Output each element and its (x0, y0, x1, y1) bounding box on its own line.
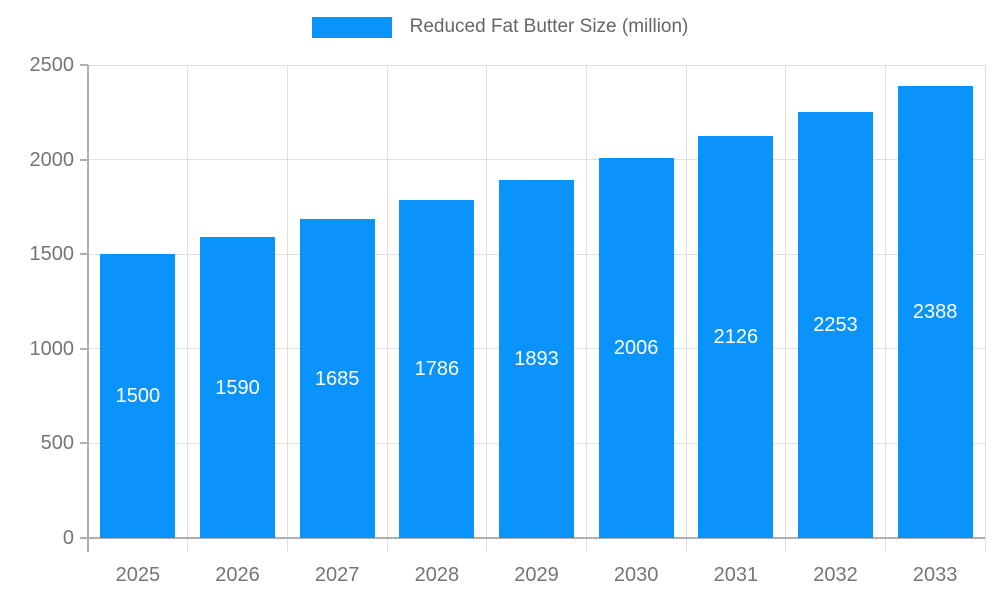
x-axis-line (88, 537, 985, 539)
y-axis-tick (80, 253, 88, 256)
bar[interactable] (200, 237, 275, 538)
y-tick-label: 2500 (29, 54, 75, 76)
y-axis-tick (80, 347, 88, 350)
x-tick-label: 2028 (414, 564, 460, 586)
bar-value-label: 1685 (314, 367, 360, 390)
gridline-vertical (187, 65, 189, 552)
x-tick-label: 2027 (314, 564, 360, 586)
bar-value-label: 2253 (813, 313, 858, 336)
y-tick-label: 1000 (29, 337, 75, 360)
gridline-vertical (984, 65, 986, 552)
gridline-vertical (585, 65, 587, 552)
gridline-vertical (286, 65, 288, 552)
gridline-vertical (884, 65, 886, 552)
bar-value-label: 2388 (912, 301, 958, 324)
bar-value-label: 1590 (215, 376, 260, 399)
y-tick-label: 500 (40, 432, 74, 455)
gridline-horizontal (88, 64, 985, 66)
bar[interactable] (299, 219, 375, 538)
bar[interactable] (798, 111, 873, 538)
bar[interactable] (499, 179, 574, 538)
bar-value-label: 1786 (414, 358, 460, 381)
gridline-vertical (685, 65, 687, 552)
x-tick-label: 2030 (613, 564, 659, 586)
y-tick-label: 1500 (29, 243, 75, 266)
bar-value-label: 1893 (514, 347, 559, 370)
y-tick-label: 0 (62, 527, 74, 549)
y-tick-label: 2000 (29, 148, 75, 171)
gridline-horizontal (88, 159, 985, 161)
y-axis-tick (80, 64, 88, 66)
x-tick-label: 2033 (912, 564, 958, 586)
gridline-vertical (486, 65, 488, 552)
bar[interactable] (598, 158, 674, 538)
y-axis-line (87, 65, 89, 552)
gridline-vertical (785, 65, 787, 552)
bar[interactable] (100, 254, 176, 538)
legend-swatch-icon (311, 16, 392, 38)
legend-label: Reduced Fat Butter Size (million) (409, 16, 689, 37)
y-axis-tick (80, 537, 88, 539)
gridline-vertical (386, 65, 388, 552)
bar-value-label: 1500 (115, 385, 161, 408)
bar-value-label: 2126 (713, 325, 759, 348)
bar[interactable] (399, 200, 475, 538)
bar[interactable] (698, 135, 774, 538)
x-tick-label: 2026 (215, 564, 260, 586)
x-tick-label: 2031 (713, 564, 759, 586)
legend[interactable]: Reduced Fat Butter Size (million) (0, 16, 1000, 38)
x-tick-label: 2032 (813, 564, 858, 586)
y-axis-tick (80, 158, 88, 161)
bar-value-label: 2006 (613, 337, 659, 360)
x-tick-label: 2025 (115, 564, 161, 586)
y-axis-tick (80, 442, 88, 445)
bar[interactable] (897, 86, 973, 538)
x-tick-label: 2029 (514, 564, 559, 586)
